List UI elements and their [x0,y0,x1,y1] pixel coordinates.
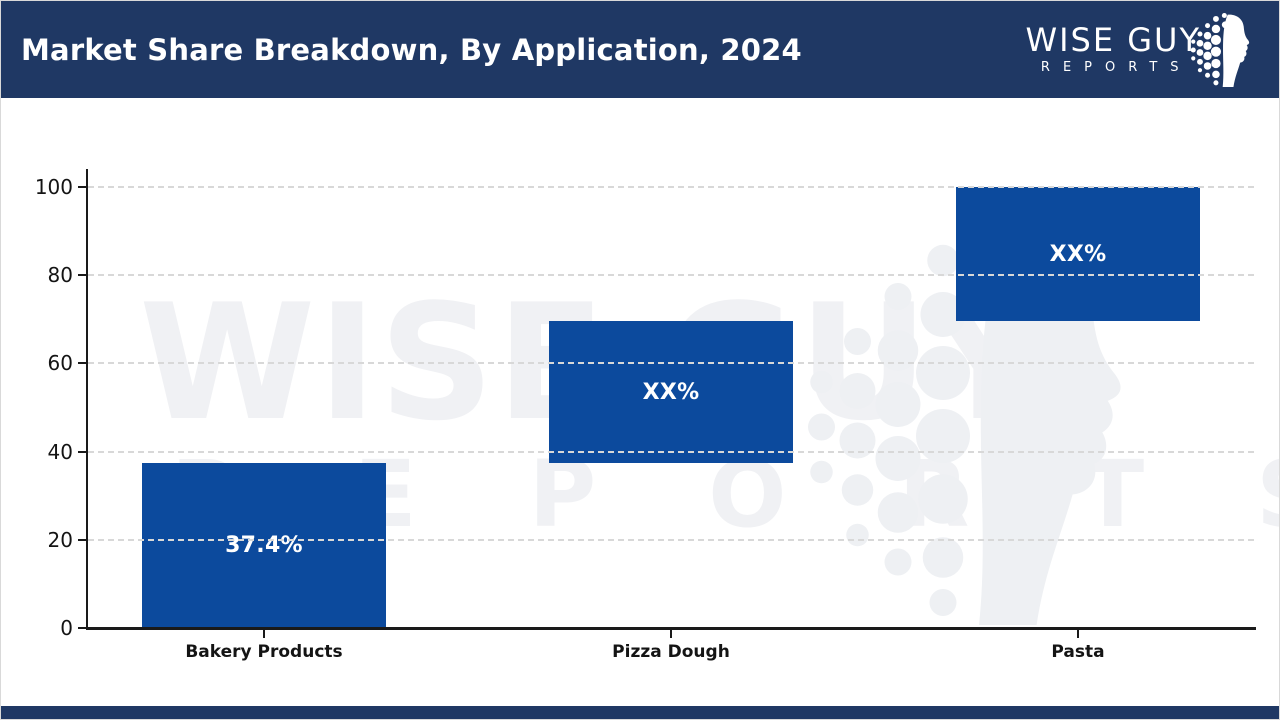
bar-value-label: XX% [642,379,700,405]
bar-bakery-products: 37.4% [142,463,386,628]
gridline-100 [88,186,1254,188]
y-tick-mark [78,450,87,453]
x-tick-label: Bakery Products [185,642,343,662]
header-bar: Market Share Breakdown, By Application, … [1,1,1279,98]
bar-value-label: XX% [1049,241,1107,267]
y-tick-label: 80 [47,263,73,288]
y-tick-label: 20 [47,527,73,552]
y-tick-mark [78,274,87,277]
y-tick-label: 100 [34,175,73,199]
y-tick-mark [78,362,87,365]
footer-bar [1,706,1279,719]
logo-face-icon [1189,13,1253,87]
x-axis-line [86,627,1256,630]
x-tick-label: Pizza Dough [612,642,730,662]
x-tick-mark [1077,630,1079,638]
gridline-20 [88,538,1254,541]
y-tick-mark [78,627,87,629]
gridline-60 [88,362,1254,365]
gridline-40 [88,450,1254,453]
chart-title: Market Share Breakdown, By Application, … [21,32,802,67]
logo-secondary-text: REPORTS [1040,60,1192,75]
bar-pasta: XX% [956,187,1200,322]
bar-value-label: 37.4% [225,533,303,559]
y-tick-label: 60 [47,351,73,376]
bar-pizza-dough: XX% [549,321,793,464]
y-tick-label: 40 [47,439,73,464]
x-tick-mark [670,630,672,638]
logo-text: WISE GUY REPORTS [1025,24,1201,75]
y-tick-label: 0 [60,616,73,640]
y-axis-line [86,169,88,630]
y-tick-mark [78,538,87,541]
y-tick-mark [78,186,87,188]
logo-primary-text: WISE GUY [1025,21,1201,59]
x-tick-label: Pasta [1051,642,1105,662]
x-tick-mark [263,630,265,638]
gridline-80 [88,274,1254,277]
wiseguy-logo: WISE GUY REPORTS [1025,13,1253,87]
